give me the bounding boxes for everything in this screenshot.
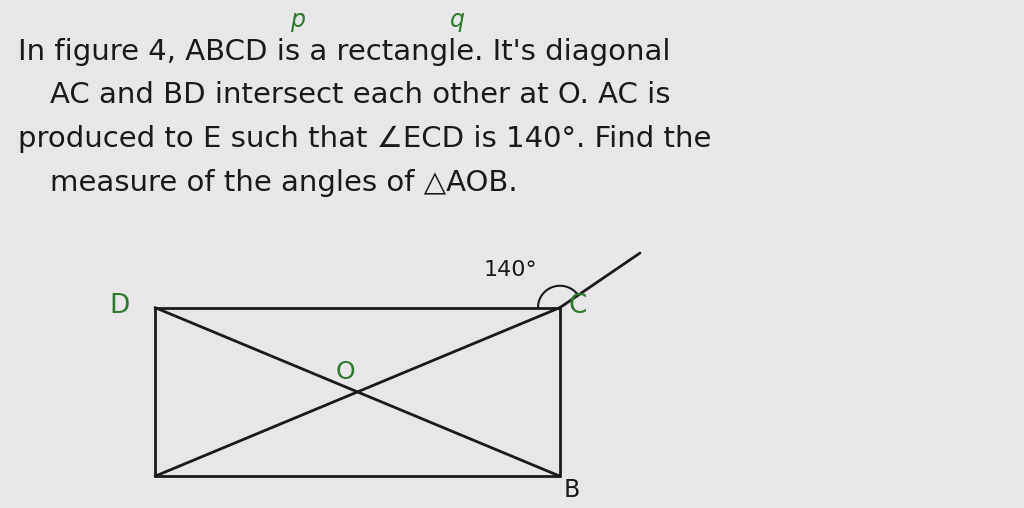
Text: 140°: 140° [483, 260, 537, 280]
Text: measure of the angles of △AOB.: measure of the angles of △AOB. [50, 169, 517, 197]
Text: AC and BD intersect each other at O. AC is: AC and BD intersect each other at O. AC … [50, 81, 671, 109]
Text: produced to E such that ∠ECD is 140°. Find the: produced to E such that ∠ECD is 140°. Fi… [18, 125, 712, 153]
Text: C: C [568, 293, 587, 319]
Text: p: p [290, 8, 305, 32]
Text: q: q [450, 8, 465, 32]
Text: D: D [110, 293, 130, 319]
Text: B: B [564, 478, 581, 502]
Text: O: O [335, 360, 354, 384]
Text: In figure 4, ABCD is a rectangle. It's diagonal: In figure 4, ABCD is a rectangle. It's d… [18, 38, 671, 66]
